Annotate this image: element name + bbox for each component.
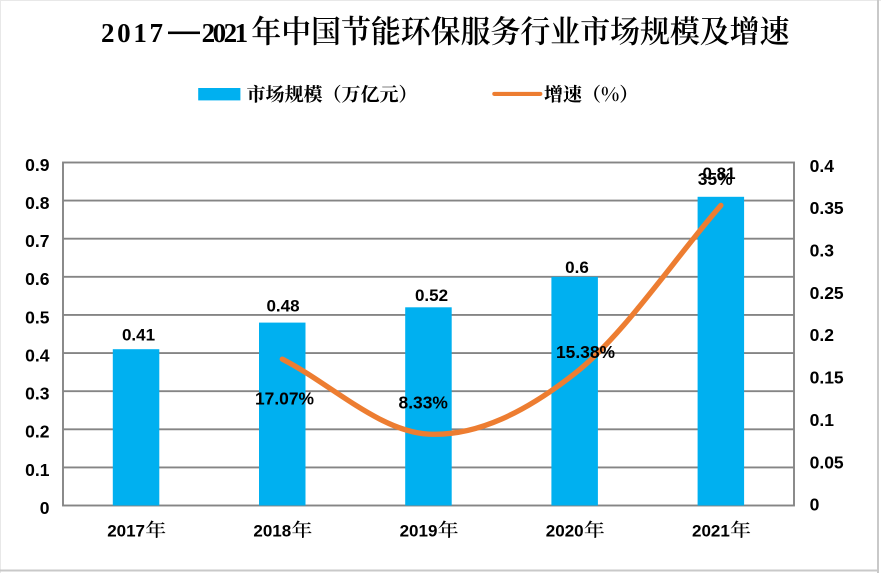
svg-text:0.48: 0.48 xyxy=(266,297,299,316)
svg-text:8.33%: 8.33% xyxy=(399,393,448,413)
svg-text:0.3: 0.3 xyxy=(810,241,835,261)
svg-text:2021: 2021 xyxy=(692,521,730,540)
svg-text:0.8: 0.8 xyxy=(25,193,50,213)
svg-text:0.25: 0.25 xyxy=(810,283,844,303)
svg-text:0.4: 0.4 xyxy=(810,156,835,176)
svg-text:0.2: 0.2 xyxy=(25,422,50,442)
svg-text:0.52: 0.52 xyxy=(415,286,448,305)
svg-text:15.38%: 15.38% xyxy=(556,342,615,362)
svg-text:0.3: 0.3 xyxy=(25,384,50,404)
svg-text:0.41: 0.41 xyxy=(122,326,155,345)
svg-text:2020: 2020 xyxy=(546,521,584,540)
svg-text:0.1: 0.1 xyxy=(25,460,50,480)
svg-text:0.81: 0.81 xyxy=(702,164,735,183)
svg-text:0.05: 0.05 xyxy=(810,452,844,472)
svg-text:2019: 2019 xyxy=(400,521,438,540)
svg-text:0: 0 xyxy=(40,498,50,518)
svg-text:0.1: 0.1 xyxy=(810,410,835,430)
svg-text:0.6: 0.6 xyxy=(25,269,50,289)
svg-text:2021: 2021 xyxy=(202,18,249,48)
svg-text:2017: 2017 xyxy=(107,521,145,540)
svg-text:0.5: 0.5 xyxy=(25,307,50,327)
svg-text:0.15: 0.15 xyxy=(810,368,844,388)
svg-text:2018: 2018 xyxy=(253,521,291,540)
svg-text:0.4: 0.4 xyxy=(25,346,50,366)
svg-text:17.07%: 17.07% xyxy=(255,388,314,408)
svg-text:0.35: 0.35 xyxy=(810,198,844,218)
svg-text:0: 0 xyxy=(810,495,820,515)
svg-text:0.2: 0.2 xyxy=(810,325,835,345)
svg-text:0.6: 0.6 xyxy=(565,258,589,277)
svg-text:0.7: 0.7 xyxy=(25,231,49,251)
svg-text:35%: 35% xyxy=(698,169,733,189)
svg-text:0.9: 0.9 xyxy=(25,155,50,175)
